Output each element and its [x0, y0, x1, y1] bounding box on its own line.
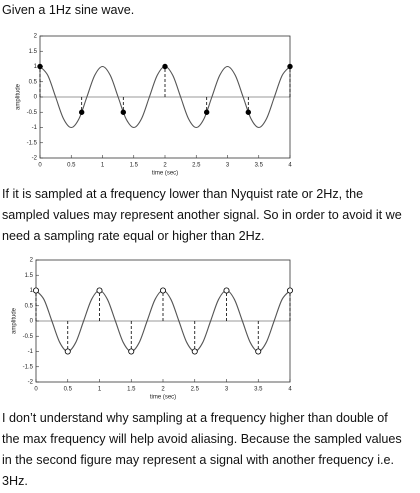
- x-tick-label: 4: [288, 387, 292, 393]
- y-axis-label: amplitude: [16, 83, 22, 110]
- x-tick-label: 0.5: [67, 163, 76, 169]
- sample-marker: [159, 287, 166, 294]
- text-line: If it is sampled at a frequency lower th…: [2, 187, 364, 201]
- chart: -2 -1.5 -1 -0.5 0 0.5 1 1.5 2 0 0.5 1 1.5 2 2.5 3 3.5 4 ti…: [16, 34, 293, 177]
- y-tick-label: 1.5: [25, 273, 34, 279]
- sample-marker: [191, 348, 198, 355]
- sample-marker: [203, 109, 210, 115]
- intro: Given a 1Hz sine wave.: [2, 3, 135, 17]
- sample-marker: [255, 348, 262, 355]
- y-tick-label: 0: [34, 95, 38, 101]
- y-tick-label: 0.5: [29, 79, 38, 85]
- x-tick-label: 4: [288, 163, 292, 169]
- x-tick-label: 3.5: [254, 387, 263, 393]
- x-tick-label: 0: [34, 387, 38, 393]
- sample-marker: [64, 348, 71, 355]
- x-tick-label: 3: [226, 163, 230, 169]
- text-line: 3Hz.: [2, 474, 28, 488]
- text-line: in the second figure may represent a sig…: [2, 453, 395, 467]
- middle-text: If it is sampled at a frequency lower th…: [2, 184, 402, 247]
- sample-marker: [287, 63, 293, 70]
- sample-marker: [245, 109, 252, 115]
- x-tick-label: 1.5: [127, 387, 136, 393]
- y-tick-label: 0.5: [25, 303, 34, 309]
- y-tick-label: 1: [30, 288, 34, 294]
- y-tick-label: -1: [28, 349, 34, 355]
- y-axis-label: amplitude: [12, 307, 18, 334]
- text-line: I don’t understand why sampling at a fre…: [2, 411, 388, 425]
- text-line: the max frequency will help avoid aliasi…: [2, 432, 402, 446]
- y-tick-label: -1.5: [23, 364, 34, 370]
- y-tick-label: 1.5: [29, 49, 38, 55]
- y-tick-label: 1: [34, 64, 38, 70]
- y-tick-label: 2: [34, 34, 38, 40]
- text-line: need a sampling rate equal or higher tha…: [2, 229, 265, 243]
- y-tick-label: -1: [32, 125, 38, 131]
- sample-marker: [96, 287, 103, 294]
- x-tick-label: 1: [101, 163, 105, 169]
- sample-marker: [128, 348, 135, 355]
- x-tick-label: 2.5: [191, 387, 200, 393]
- y-tick-label: -0.5: [23, 334, 34, 340]
- y-tick-label: -0.5: [27, 110, 38, 116]
- x-axis-label: time (sec): [152, 171, 178, 177]
- text-line: sampled values may represent another sig…: [2, 208, 402, 222]
- sample-marker: [120, 109, 127, 115]
- sample-marker: [78, 109, 85, 115]
- x-tick-label: 2: [161, 387, 165, 393]
- y-tick-label: -2: [32, 156, 38, 162]
- sample-marker: [286, 287, 293, 294]
- y-tick-label: 0: [30, 319, 34, 325]
- chart: -2 -1.5 -1 -0.5 0 0.5 1 1.5 2 0 0.5 1 1.5 2 2.5 3 3.5 4 ti…: [12, 258, 293, 401]
- x-axis-label: time (sec): [150, 395, 176, 401]
- sample-marker: [37, 63, 43, 70]
- x-tick-label: 0: [38, 163, 42, 169]
- y-tick-label: -2: [28, 380, 34, 386]
- x-tick-label: 0.5: [64, 387, 73, 393]
- sample-marker: [162, 63, 168, 70]
- x-tick-label: 3: [225, 387, 229, 393]
- closing-text: I don’t understand why sampling at a fre…: [2, 408, 402, 492]
- x-tick-label: 1.5: [130, 163, 139, 169]
- x-tick-label: 3.5: [255, 163, 264, 169]
- x-tick-label: 1: [98, 387, 102, 393]
- sample-marker: [223, 287, 230, 294]
- x-tick-label: 2: [163, 163, 167, 169]
- x-tick-label: 2.5: [192, 163, 201, 169]
- sample-marker: [33, 287, 40, 294]
- y-tick-label: 2: [30, 258, 34, 264]
- y-tick-label: -1.5: [27, 140, 38, 146]
